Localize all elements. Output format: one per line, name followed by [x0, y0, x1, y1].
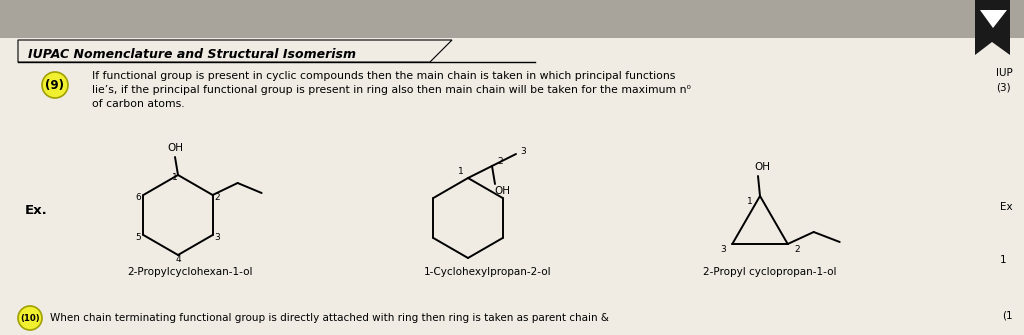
Polygon shape — [980, 10, 1007, 28]
Text: Ex: Ex — [1000, 202, 1013, 212]
Text: 3: 3 — [520, 146, 526, 155]
Text: When chain terminating functional group is directly attached with ring then ring: When chain terminating functional group … — [50, 313, 609, 323]
Text: If functional group is present in cyclic compounds then the main chain is taken : If functional group is present in cyclic… — [92, 71, 676, 81]
Polygon shape — [975, 0, 1010, 55]
Text: 6: 6 — [135, 193, 141, 201]
Text: 1: 1 — [1000, 255, 1007, 265]
Text: (9): (9) — [45, 78, 65, 91]
Circle shape — [42, 72, 68, 98]
Text: IUP: IUP — [996, 68, 1013, 78]
Text: 2-Propylcyclohexan-1-ol: 2-Propylcyclohexan-1-ol — [127, 267, 253, 277]
Text: 3: 3 — [215, 232, 220, 242]
Text: 2: 2 — [215, 193, 220, 201]
Text: Ex.: Ex. — [25, 203, 48, 216]
Text: lie’s, if the principal functional group is present in ring also then main chain: lie’s, if the principal functional group… — [92, 85, 691, 95]
Text: OH: OH — [494, 186, 510, 196]
Text: 2: 2 — [498, 156, 503, 165]
Text: (3): (3) — [996, 82, 1011, 92]
Text: 1: 1 — [458, 168, 464, 177]
Text: 1: 1 — [172, 173, 178, 182]
FancyBboxPatch shape — [0, 0, 1024, 38]
Text: 5: 5 — [135, 232, 141, 242]
Text: (10): (10) — [20, 314, 40, 323]
Text: 3: 3 — [721, 245, 726, 254]
Text: 4: 4 — [175, 256, 181, 265]
Polygon shape — [18, 40, 452, 62]
Text: IUPAC Nomenclature and Structural Isomerism: IUPAC Nomenclature and Structural Isomer… — [28, 48, 356, 61]
Text: 2: 2 — [794, 245, 800, 254]
Text: OH: OH — [167, 143, 183, 153]
Text: 1-Cyclohexylpropan-2-ol: 1-Cyclohexylpropan-2-ol — [424, 267, 552, 277]
Text: OH: OH — [754, 162, 770, 172]
Text: 1: 1 — [748, 198, 753, 206]
Circle shape — [18, 306, 42, 330]
Text: (1: (1 — [1002, 310, 1013, 320]
Text: 2-Propyl cyclopropan-1-ol: 2-Propyl cyclopropan-1-ol — [703, 267, 837, 277]
Text: of carbon atoms.: of carbon atoms. — [92, 99, 184, 109]
